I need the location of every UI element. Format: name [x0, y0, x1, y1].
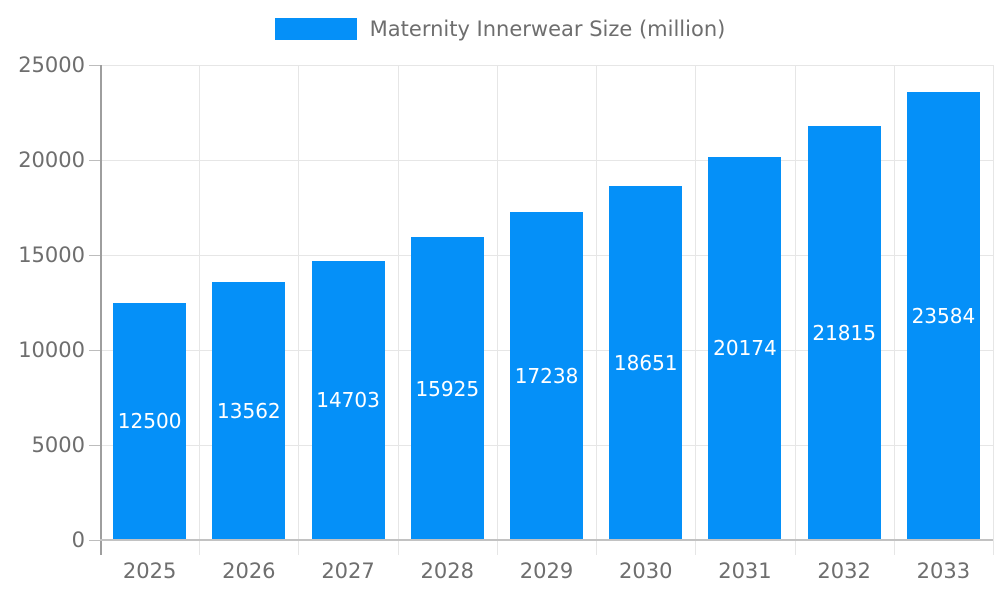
x-axis-tick-label: 2031 [718, 559, 772, 583]
bar-value-label: 12500 [117, 409, 182, 434]
x-axis-tick-label: 2029 [519, 559, 574, 583]
legend[interactable]: Maternity Innerwear Size (million) [0, 17, 1000, 41]
x-axis-tick-label: 2027 [321, 559, 375, 583]
bar-2026[interactable] [212, 282, 286, 540]
legend-label: Maternity Innerwear Size (million) [369, 17, 726, 41]
y-axis-tick-label: 20000 [18, 148, 85, 172]
legend-swatch-icon [274, 18, 357, 40]
gridline-v [695, 65, 697, 555]
bar-value-label: 13562 [217, 399, 281, 424]
gridline-h [100, 160, 993, 161]
bar-value-label: 21815 [812, 320, 876, 345]
gridline-h [100, 65, 993, 66]
bar-value-label: 20174 [713, 336, 777, 361]
bar-value-label: 17238 [514, 364, 579, 389]
gridline-v [397, 65, 399, 555]
gridline-v [199, 65, 201, 555]
gridline-v [596, 65, 598, 555]
x-axis-tick-label: 2025 [122, 559, 177, 583]
y-tick-mark [89, 445, 100, 446]
x-axis-tick-label: 2032 [817, 559, 871, 583]
y-tick-mark [89, 540, 100, 541]
x-axis-tick-label: 2033 [916, 559, 971, 583]
gridline-v [794, 65, 796, 555]
bar-value-label: 14703 [316, 388, 380, 413]
bar-2032[interactable] [807, 125, 881, 540]
gridline-v [298, 65, 300, 555]
bar-2025[interactable] [113, 302, 187, 540]
y-axis-tick-label: 10000 [18, 338, 85, 362]
bar-2029[interactable] [510, 212, 583, 540]
bar-2028[interactable] [410, 237, 484, 540]
x-axis-tick-label: 2030 [618, 559, 673, 583]
bar-2031[interactable] [708, 156, 782, 540]
bar-value-label: 15925 [415, 376, 480, 401]
y-axis-tick-label: 5000 [31, 433, 85, 457]
gridline-v [496, 65, 498, 555]
x-axis-tick-label: 2028 [420, 559, 474, 583]
y-axis-tick-label: 0 [71, 528, 85, 552]
y-axis-line [100, 65, 102, 555]
y-axis-tick-label: 15000 [18, 243, 85, 267]
y-tick-mark [89, 160, 100, 161]
y-tick-mark [89, 255, 100, 256]
gridline-v [993, 65, 994, 555]
bar-2027[interactable] [311, 260, 385, 540]
bar-2033[interactable] [906, 91, 980, 540]
bar-value-label: 18651 [613, 350, 678, 375]
y-axis-tick-label: 25000 [18, 53, 85, 77]
y-tick-mark [89, 65, 100, 66]
y-tick-mark [89, 350, 100, 351]
x-axis-baseline [100, 539, 993, 541]
bar-2030[interactable] [609, 185, 683, 540]
gridline-v [893, 65, 895, 555]
x-axis-tick-label: 2026 [222, 559, 276, 583]
bar-value-label: 23584 [911, 303, 976, 328]
